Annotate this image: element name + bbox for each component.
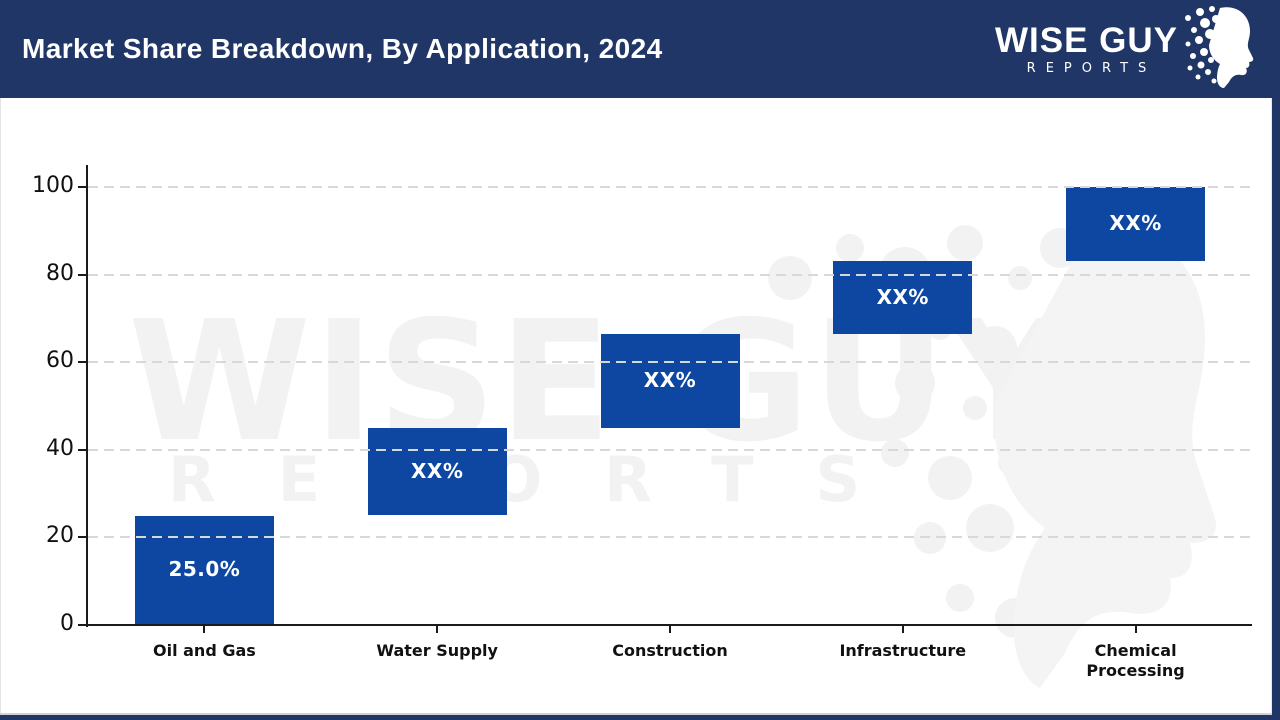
- x-tick-mark: [203, 626, 206, 633]
- x-axis-label: Oil and Gas: [152, 641, 256, 660]
- x-axis-label: Chemical Processing: [1086, 641, 1185, 680]
- logo-wordmark: WISE GUY: [994, 21, 1178, 60]
- x-tick-mark: [1134, 626, 1137, 633]
- x-axis-line: [86, 624, 1252, 626]
- gridline: [88, 273, 1252, 276]
- chart-title: Market Share Breakdown, By Application, …: [22, 33, 663, 64]
- bar: [367, 427, 507, 516]
- bar-value-label: 25.0%: [168, 557, 241, 582]
- y-axis-line: [86, 165, 88, 627]
- y-tick-label: 60: [46, 348, 74, 374]
- x-tick-mark: [669, 626, 671, 633]
- y-tick-label: 100: [32, 173, 74, 198]
- right-edge-strip: [1272, 0, 1280, 720]
- x-axis-label: Infrastructure: [839, 641, 967, 660]
- logo-wordmark-block: WISE GUY REPORTS: [995, 23, 1178, 75]
- logo-reports-label: REPORTS: [1026, 61, 1157, 76]
- y-tick-label: 20: [46, 523, 74, 549]
- y-tick-mark: [78, 536, 86, 539]
- gridline: [88, 448, 1252, 451]
- y-tick-mark: [78, 361, 86, 364]
- wiseguy-logo: WISE GUY REPORTS: [995, 4, 1254, 94]
- y-tick-label: 40: [46, 435, 74, 461]
- y-tick-mark: [78, 624, 86, 626]
- gridline: [88, 361, 1252, 364]
- x-tick-mark: [901, 626, 904, 633]
- y-tick-mark: [78, 273, 86, 276]
- watermark-reports: REPORTS: [168, 443, 923, 516]
- face-profile-icon: [1180, 4, 1254, 94]
- x-axis-label: Construction: [612, 641, 728, 660]
- frame-line-right: [1271, 98, 1272, 715]
- y-tick-mark: [78, 448, 86, 451]
- frame-line-left: [0, 98, 1, 715]
- bar-value-label: XX%: [410, 458, 464, 483]
- chart-area: WISE GUY REPORTS 0 20 40 60 80 100 25.0% Oil an…: [0, 98, 1272, 715]
- x-axis-label: Water Supply: [376, 641, 498, 660]
- bottom-edge-strip: [0, 715, 1280, 720]
- gridline: [88, 536, 1252, 539]
- header-bar: Market Share Breakdown, By Application, …: [0, 0, 1280, 98]
- bar: [600, 333, 740, 428]
- bar: [134, 515, 274, 625]
- bar-value-label: XX%: [1109, 211, 1162, 236]
- frame-line-bottom: [0, 713, 1280, 715]
- y-tick-label: 80: [46, 260, 74, 286]
- y-tick-mark: [78, 186, 86, 188]
- gridline: [88, 186, 1252, 188]
- y-tick-label: 0: [60, 611, 74, 636]
- x-tick-mark: [436, 626, 439, 633]
- bar-value-label: XX%: [643, 367, 697, 392]
- bar-value-label: XX%: [876, 284, 929, 309]
